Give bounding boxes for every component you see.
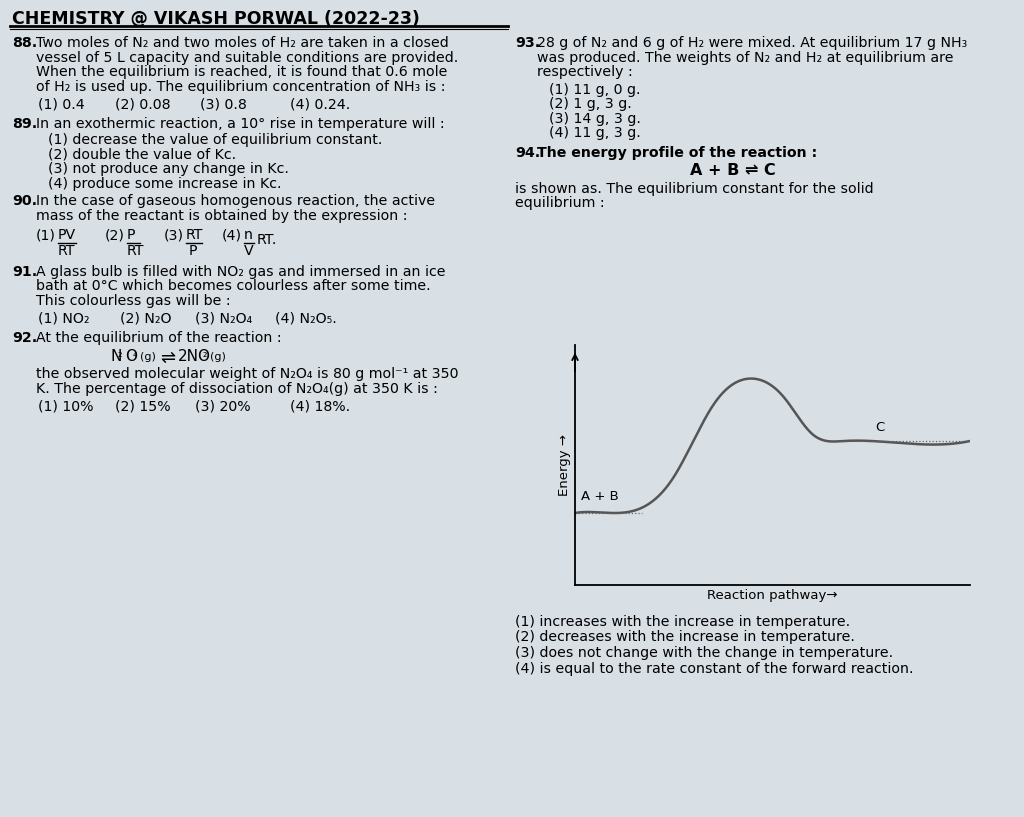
Text: Two moles of N₂ and two moles of H₂ are taken in a closed: Two moles of N₂ and two moles of H₂ are … (36, 36, 449, 50)
Text: (g): (g) (140, 351, 156, 361)
Text: RT: RT (186, 228, 204, 242)
Text: A + B: A + B (581, 490, 618, 503)
Text: (3) does not change with the change in temperature.: (3) does not change with the change in t… (515, 646, 893, 660)
Text: 89.: 89. (12, 117, 37, 131)
Text: When the equilibrium is reached, it is found that 0.6 mole: When the equilibrium is reached, it is f… (36, 65, 447, 79)
Text: (1) 0.4: (1) 0.4 (38, 97, 85, 111)
Text: (1) 10%: (1) 10% (38, 399, 93, 413)
Text: (2) double the value of Kᴄ.: (2) double the value of Kᴄ. (48, 148, 237, 162)
Text: (4) 18%.: (4) 18%. (290, 399, 350, 413)
Text: This colourless gas will be :: This colourless gas will be : (36, 294, 230, 308)
Text: (2) decreases with the increase in temperature.: (2) decreases with the increase in tempe… (515, 631, 855, 645)
Text: the observed molecular weight of N₂O₄ is 80 g mol⁻¹ at 350: the observed molecular weight of N₂O₄ is… (36, 367, 459, 381)
Text: (2) 15%: (2) 15% (115, 399, 171, 413)
Text: 93.: 93. (515, 36, 541, 50)
Text: (3) 20%: (3) 20% (195, 399, 251, 413)
Text: ⇌: ⇌ (160, 349, 175, 367)
Text: 90.: 90. (12, 194, 37, 208)
Text: (3): (3) (164, 228, 184, 242)
Text: RT: RT (58, 243, 76, 257)
Text: P: P (189, 243, 198, 257)
Text: A + B ⇌ C: A + B ⇌ C (690, 163, 776, 178)
Text: (2) 1 g, 3 g.: (2) 1 g, 3 g. (549, 97, 632, 111)
Text: (4) 0.24.: (4) 0.24. (290, 97, 350, 111)
Y-axis label: Energy →: Energy → (558, 434, 570, 496)
Text: RT: RT (127, 243, 144, 257)
Text: vessel of 5 L capacity and suitable conditions are provided.: vessel of 5 L capacity and suitable cond… (36, 51, 459, 65)
Text: P: P (127, 228, 135, 242)
Text: respectively :: respectively : (537, 65, 633, 79)
Text: A glass bulb is filled with NO₂ gas and immersed in an ice: A glass bulb is filled with NO₂ gas and … (36, 265, 445, 279)
Text: 94.: 94. (515, 145, 541, 159)
Text: mass of the reactant is obtained by the expression :: mass of the reactant is obtained by the … (36, 208, 408, 222)
Text: (3) 0.8: (3) 0.8 (200, 97, 247, 111)
Text: At the equilibrium of the reaction :: At the equilibrium of the reaction : (36, 331, 282, 345)
Text: V: V (244, 243, 254, 257)
Text: (1) NO₂: (1) NO₂ (38, 311, 89, 325)
Text: of H₂ is used up. The equilibrium concentration of NH₃ is :: of H₂ is used up. The equilibrium concen… (36, 79, 445, 93)
Text: ₂: ₂ (203, 349, 208, 359)
Text: is shown as. The equilibrium constant for the solid: is shown as. The equilibrium constant fo… (515, 181, 873, 195)
Text: (4): (4) (222, 228, 242, 242)
Text: ₄: ₄ (133, 349, 137, 359)
Text: 28 g of N₂ and 6 g of H₂ were mixed. At equilibrium 17 g NH₃: 28 g of N₂ and 6 g of H₂ were mixed. At … (537, 36, 968, 50)
Text: RT.: RT. (257, 233, 278, 247)
Text: n: n (244, 228, 253, 242)
Text: bath at 0°C which becomes colourless after some time.: bath at 0°C which becomes colourless aft… (36, 279, 431, 293)
Text: N: N (110, 349, 122, 364)
Text: (1) increases with the increase in temperature.: (1) increases with the increase in tempe… (515, 615, 850, 629)
Text: 88.: 88. (12, 36, 37, 50)
Text: (1) 11 g, 0 g.: (1) 11 g, 0 g. (549, 83, 640, 96)
Text: equilibrium :: equilibrium : (515, 196, 604, 210)
Text: 92.: 92. (12, 331, 37, 345)
Text: In the case of gaseous homogenous reaction, the active: In the case of gaseous homogenous reacti… (36, 194, 435, 208)
Text: (1) decrease the value of equilibrium constant.: (1) decrease the value of equilibrium co… (48, 133, 382, 147)
Text: (3) not produce any change in Kᴄ.: (3) not produce any change in Kᴄ. (48, 162, 289, 176)
Text: K. The percentage of dissociation of N₂O₄(g) at 350 K is :: K. The percentage of dissociation of N₂O… (36, 382, 438, 395)
Text: was produced. The weights of N₂ and H₂ at equilibrium are: was produced. The weights of N₂ and H₂ a… (537, 51, 953, 65)
Text: (2) N₂O: (2) N₂O (120, 311, 171, 325)
Text: The energy profile of the reaction :: The energy profile of the reaction : (537, 145, 817, 159)
X-axis label: Reaction pathway→: Reaction pathway→ (708, 589, 838, 602)
Text: (g): (g) (210, 351, 226, 361)
Text: (2) 0.08: (2) 0.08 (115, 97, 171, 111)
Text: (3) 14 g, 3 g.: (3) 14 g, 3 g. (549, 111, 641, 126)
Text: O: O (125, 349, 137, 364)
Text: C: C (876, 421, 885, 434)
Text: ₂: ₂ (118, 349, 123, 359)
Text: 91.: 91. (12, 265, 37, 279)
Text: (4) is equal to the rate constant of the forward reaction.: (4) is equal to the rate constant of the… (515, 662, 913, 676)
Text: (3) N₂O₄: (3) N₂O₄ (195, 311, 252, 325)
Text: CHEMISTRY @ VIKASH PORWAL (2022-23): CHEMISTRY @ VIKASH PORWAL (2022-23) (12, 10, 420, 28)
Text: (4) N₂O₅.: (4) N₂O₅. (275, 311, 337, 325)
Text: 2NO: 2NO (178, 349, 211, 364)
Text: (4) produce some increase in Kᴄ.: (4) produce some increase in Kᴄ. (48, 176, 282, 190)
Text: (4) 11 g, 3 g.: (4) 11 g, 3 g. (549, 126, 641, 140)
Text: In an exothermic reaction, a 10° rise in temperature will :: In an exothermic reaction, a 10° rise in… (36, 117, 444, 131)
Text: (2): (2) (105, 228, 125, 242)
Text: PV: PV (58, 228, 76, 242)
Text: (1): (1) (36, 228, 56, 242)
